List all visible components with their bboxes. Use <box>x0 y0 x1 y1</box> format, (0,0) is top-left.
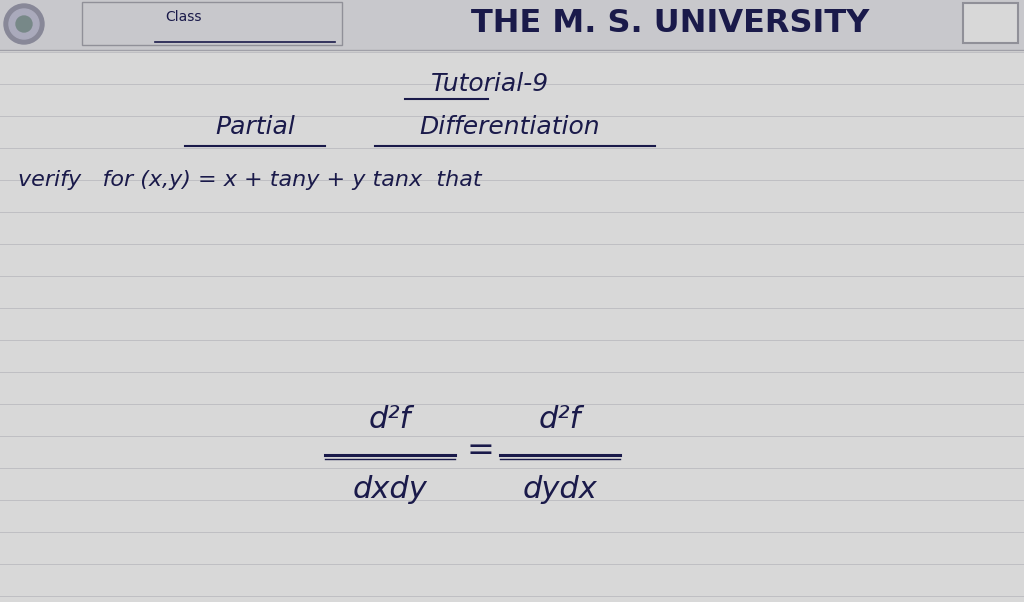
Text: verify   for (x,y) = x + tany + y tanx  that: verify for (x,y) = x + tany + y tanx tha… <box>18 170 481 190</box>
Text: Class: Class <box>165 10 202 24</box>
Circle shape <box>4 4 44 44</box>
Text: THE M. S. UNIVERSITY: THE M. S. UNIVERSITY <box>471 8 869 39</box>
Bar <box>963 3 1018 43</box>
Circle shape <box>9 9 39 39</box>
Text: d²f: d²f <box>369 406 412 435</box>
Text: d²f: d²f <box>539 406 582 435</box>
Text: dydx: dydx <box>522 476 597 504</box>
Bar <box>82 2 342 45</box>
Text: dxdy: dxdy <box>352 476 427 504</box>
Bar <box>0 0 1024 50</box>
Text: Tutorial-9: Tutorial-9 <box>431 72 549 96</box>
Text: Differentiation: Differentiation <box>420 115 600 139</box>
Circle shape <box>16 16 32 32</box>
Text: Partial: Partial <box>215 115 295 139</box>
Text: =: = <box>466 433 494 467</box>
